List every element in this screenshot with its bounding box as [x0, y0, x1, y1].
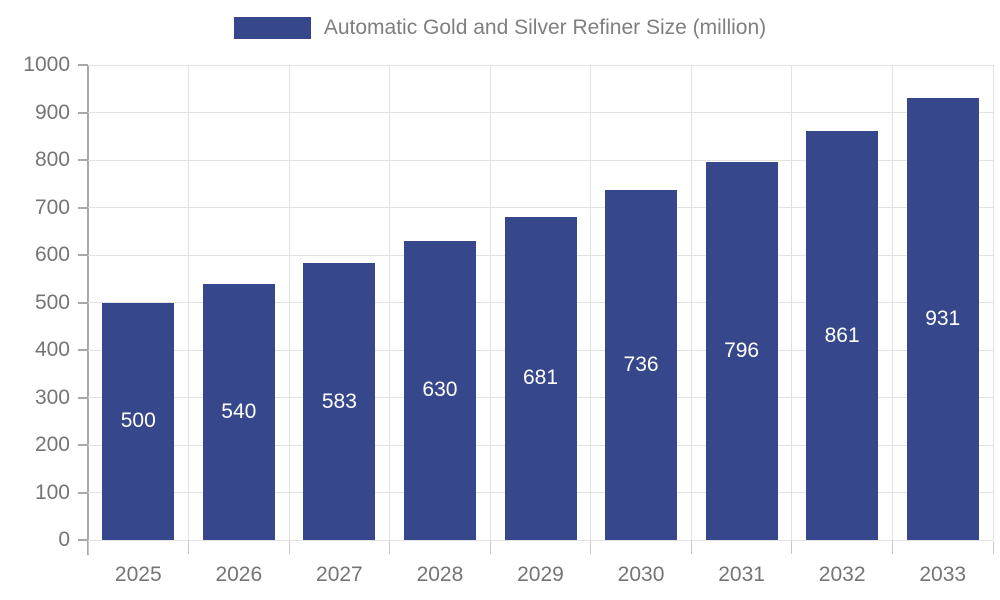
y-axis-tick [78, 349, 88, 351]
x-axis-tick [891, 541, 893, 554]
y-tick-label: 100 [34, 480, 70, 504]
bar-2029[interactable]: 681 [504, 216, 577, 540]
y-axis-tick [78, 491, 88, 494]
plot-area: 500 540 583 630 681 736 796 861 931 [88, 64, 994, 541]
x-tick-label: 2027 [316, 563, 363, 586]
bar-value-label: 540 [221, 399, 257, 423]
y-axis-tick [78, 159, 88, 161]
x-gridline [690, 65, 692, 540]
y-axis-line [87, 65, 89, 555]
x-gridline [992, 65, 994, 540]
bar-value-label: 500 [120, 409, 156, 433]
y-axis-tick [78, 111, 88, 114]
y-gridline [88, 159, 993, 161]
y-tick-label: 1000 [23, 53, 70, 76]
x-tick-label: 2025 [114, 563, 162, 586]
bar-value-label: 583 [321, 389, 357, 413]
x-gridline [288, 65, 290, 540]
y-axis-tick [78, 206, 88, 209]
bar-2033[interactable]: 931 [906, 97, 979, 540]
y-tick-label: 700 [34, 195, 70, 219]
x-gridline [489, 65, 491, 540]
y-gridline [88, 539, 993, 541]
x-axis-tick [288, 541, 290, 554]
bar-2030[interactable]: 736 [605, 190, 678, 540]
x-axis-tick [992, 541, 994, 554]
bar-value-label: 681 [522, 366, 559, 390]
x-axis-tick [489, 541, 491, 554]
y-tick-label: 300 [34, 385, 70, 409]
x-axis-tick [590, 541, 592, 554]
y-tick-label: 800 [34, 148, 70, 171]
x-axis-tick [389, 541, 391, 554]
y-axis-tick [78, 539, 88, 541]
x-gridline [590, 65, 592, 540]
y-axis-tick [78, 396, 88, 399]
x-tick-label: 2031 [718, 563, 765, 586]
bar-value-label: 736 [623, 353, 659, 377]
y-tick-label: 900 [34, 100, 70, 124]
x-tick-label: 2033 [919, 563, 967, 586]
legend-label[interactable]: Automatic Gold and Silver Refiner Size (… [323, 16, 767, 39]
y-gridline [88, 112, 993, 113]
x-axis-tick [188, 541, 190, 554]
y-tick-label: 600 [34, 243, 70, 266]
y-axis-tick [78, 444, 88, 446]
y-axis-tick [78, 64, 88, 66]
x-gridline [791, 65, 793, 540]
y-gridline [88, 64, 993, 66]
legend[interactable]: Automatic Gold and Silver Refiner Size (… [0, 16, 1000, 40]
x-gridline [891, 65, 893, 540]
x-gridline [188, 65, 190, 540]
y-axis-tick [78, 254, 88, 256]
bar-value-label: 630 [422, 378, 458, 402]
y-tick-label: 0 [58, 528, 70, 551]
bar-2028[interactable]: 630 [403, 240, 476, 540]
x-axis-tick [690, 541, 692, 554]
bar-2026[interactable]: 540 [202, 283, 275, 540]
bar-value-label: 796 [724, 338, 760, 362]
legend-swatch[interactable] [233, 17, 311, 39]
y-tick-label: 400 [34, 338, 70, 361]
bar-value-label: 931 [925, 306, 961, 330]
x-tick-label: 2029 [517, 563, 564, 586]
x-tick-label: 2032 [818, 563, 866, 586]
x-axis-tick [87, 541, 89, 554]
x-tick-label: 2030 [617, 563, 665, 586]
y-tick-label: 200 [34, 433, 70, 456]
y-gridline [88, 207, 993, 208]
bar-2031[interactable]: 796 [705, 161, 778, 540]
x-tick-label: 2026 [215, 563, 263, 586]
y-tick-label: 500 [34, 290, 70, 314]
y-axis-tick [78, 301, 88, 304]
bar-2025[interactable]: 500 [102, 302, 175, 540]
x-axis-tick [791, 541, 793, 554]
x-gridline [389, 65, 391, 540]
bar-value-label: 861 [824, 323, 860, 347]
bar-2027[interactable]: 583 [303, 263, 376, 540]
x-tick-label: 2028 [416, 563, 464, 586]
bar-2032[interactable]: 861 [806, 131, 879, 540]
